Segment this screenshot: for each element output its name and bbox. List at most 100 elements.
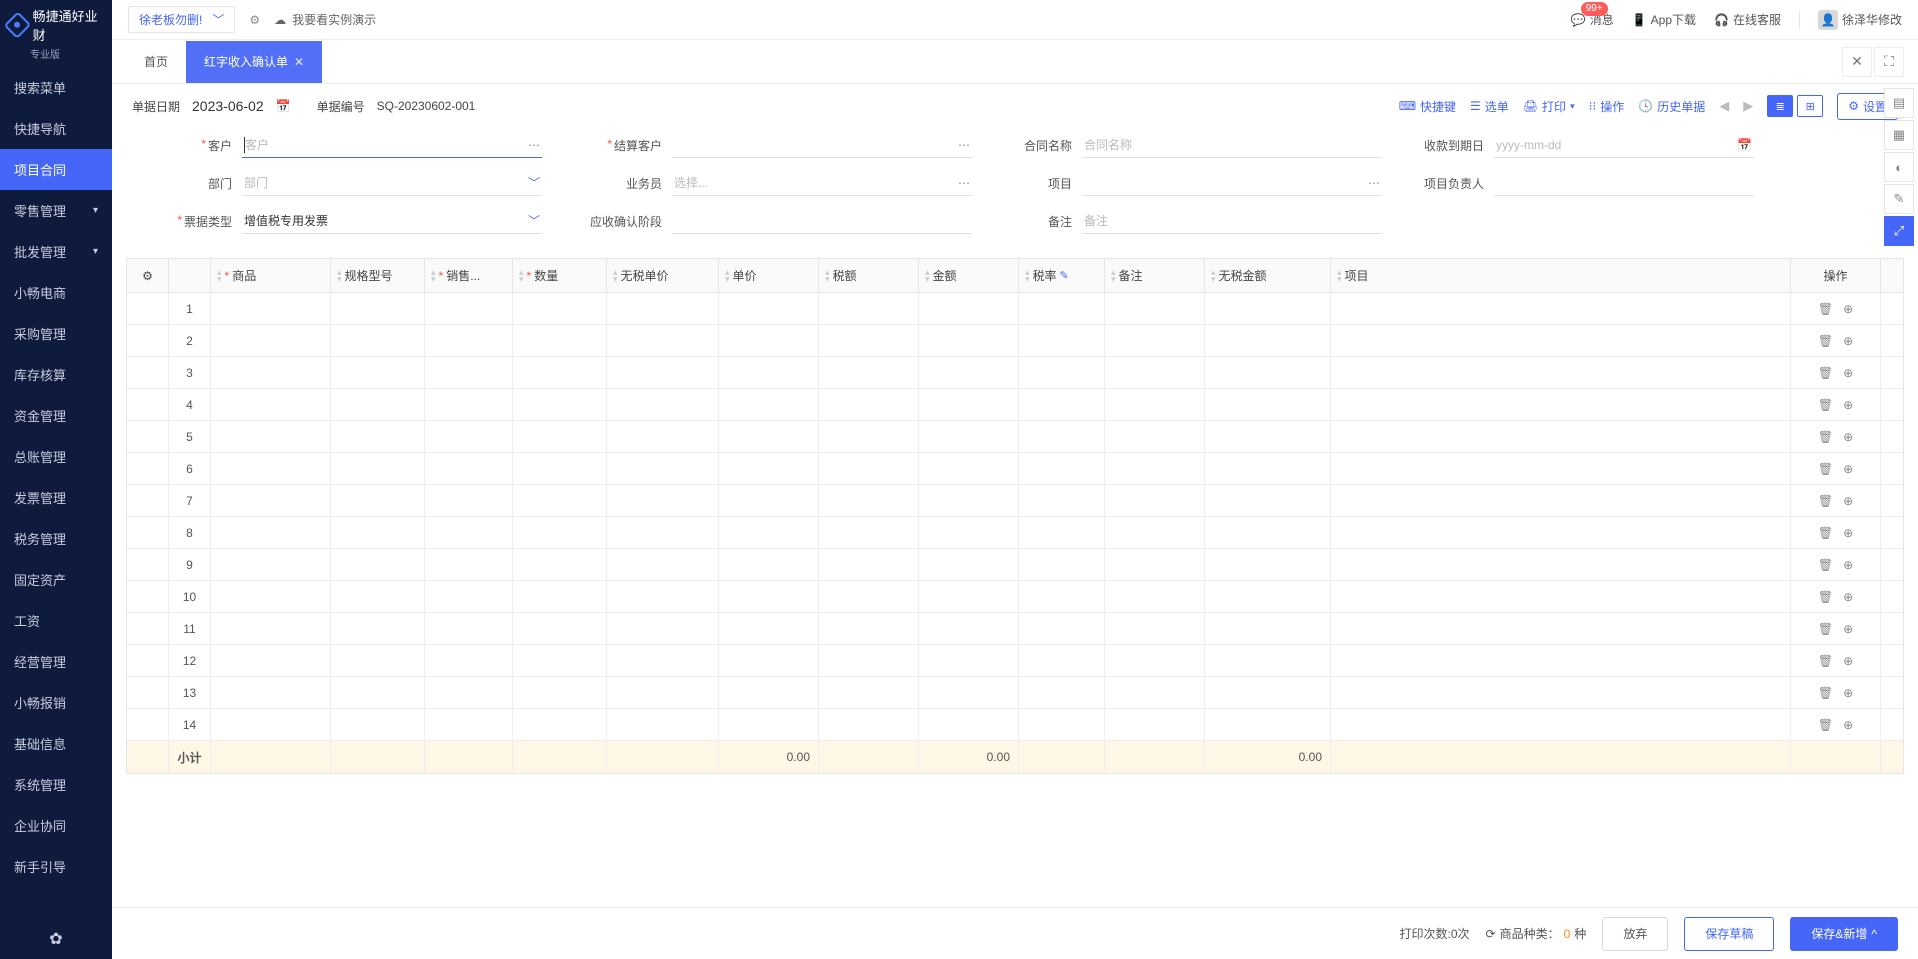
support[interactable]: 🎧 在线客服 — [1714, 11, 1781, 28]
cell[interactable] — [607, 389, 719, 420]
th[interactable]: ▴▾项目 — [1331, 259, 1791, 292]
cell[interactable] — [331, 485, 425, 516]
close-icon[interactable]: ✕ — [1842, 47, 1872, 77]
add-icon[interactable]: ⊕ — [1843, 430, 1853, 444]
cell[interactable] — [1331, 421, 1791, 452]
th[interactable]: ▴▾*商品 — [211, 259, 331, 292]
delete-icon[interactable]: 🗑 — [1818, 686, 1833, 700]
th[interactable]: ▴▾*销售... — [425, 259, 513, 292]
cell[interactable] — [919, 389, 1019, 420]
th[interactable]: ▴▾税额 — [819, 259, 919, 292]
view-card[interactable]: ⊞ — [1797, 95, 1823, 117]
nav-item[interactable]: 资金管理 — [0, 395, 112, 436]
cell[interactable] — [1019, 325, 1105, 356]
delete-icon[interactable]: 🗑 — [1818, 590, 1833, 604]
cell[interactable] — [513, 485, 607, 516]
cell[interactable] — [919, 421, 1019, 452]
add-icon[interactable]: ⊕ — [1843, 494, 1853, 508]
prev-arrow[interactable]: ◀ — [1719, 98, 1729, 114]
cell[interactable] — [211, 389, 331, 420]
cell[interactable] — [1205, 453, 1331, 484]
operate-button[interactable]: ⁝⁝操作 — [1589, 98, 1625, 115]
cell[interactable] — [513, 325, 607, 356]
cell[interactable] — [1105, 549, 1205, 580]
cell[interactable] — [425, 645, 513, 676]
add-icon[interactable]: ⊕ — [1843, 558, 1853, 572]
cell[interactable] — [211, 645, 331, 676]
project-input[interactable]: ⋯ — [1082, 170, 1382, 196]
cell[interactable] — [1205, 389, 1331, 420]
cell[interactable] — [211, 357, 331, 388]
expand-icon[interactable]: ⛶ — [1874, 47, 1904, 77]
cell[interactable] — [1105, 421, 1205, 452]
cell[interactable] — [607, 453, 719, 484]
delete-icon[interactable]: 🗑 — [1818, 718, 1833, 732]
nav-item[interactable]: 零售管理▾ — [0, 190, 112, 231]
chevron-down-icon[interactable]: ﹀ — [528, 174, 540, 191]
cell[interactable] — [919, 517, 1019, 548]
cell[interactable] — [1205, 677, 1331, 708]
th[interactable]: ▴▾单价 — [719, 259, 819, 292]
cell[interactable] — [919, 453, 1019, 484]
add-icon[interactable]: ⊕ — [1843, 718, 1853, 732]
nav-item[interactable]: 总账管理 — [0, 436, 112, 477]
cell[interactable] — [1331, 549, 1791, 580]
delete-icon[interactable]: 🗑 — [1818, 462, 1833, 476]
cell[interactable] — [1019, 581, 1105, 612]
th[interactable]: ▴▾规格型号 — [331, 259, 425, 292]
cell[interactable] — [719, 517, 819, 548]
cell[interactable] — [1105, 357, 1205, 388]
messages[interactable]: 💬 99+ 消息 — [1571, 11, 1614, 28]
cell[interactable] — [1205, 645, 1331, 676]
nav-item[interactable]: 基础信息 — [0, 723, 112, 764]
demo-link[interactable]: ☁ 我要看实例演示 — [274, 11, 376, 28]
calendar-icon[interactable]: 📅 — [276, 99, 291, 113]
cell[interactable] — [819, 421, 919, 452]
more-icon[interactable]: ⋯ — [958, 176, 970, 190]
cell[interactable] — [1105, 517, 1205, 548]
tab[interactable]: 首页 — [126, 41, 186, 83]
cell[interactable] — [331, 581, 425, 612]
cell[interactable] — [425, 293, 513, 324]
next-arrow[interactable]: ▶ — [1743, 98, 1753, 114]
customer-input[interactable]: 客户⋯ — [242, 132, 542, 158]
cell[interactable] — [1205, 485, 1331, 516]
delete-icon[interactable]: 🗑 — [1818, 398, 1833, 412]
stage-input[interactable] — [672, 208, 972, 234]
add-icon[interactable]: ⊕ — [1843, 462, 1853, 476]
edit-icon[interactable]: ✎ — [1060, 269, 1069, 282]
cell[interactable] — [919, 677, 1019, 708]
cell[interactable] — [607, 325, 719, 356]
add-icon[interactable]: ⊕ — [1843, 590, 1853, 604]
cell[interactable] — [819, 517, 919, 548]
close-icon[interactable]: ✕ — [294, 55, 304, 69]
cell[interactable] — [1019, 389, 1105, 420]
nav-item[interactable]: 小畅电商 — [0, 272, 112, 313]
nav-item[interactable]: 新手引导 — [0, 846, 112, 887]
rb-1[interactable]: ▤ — [1884, 88, 1914, 118]
nav-item[interactable]: 快捷导航 — [0, 108, 112, 149]
th[interactable]: ▴▾金额 — [919, 259, 1019, 292]
more-icon[interactable]: ⋯ — [958, 138, 970, 152]
cell[interactable] — [719, 325, 819, 356]
cell[interactable] — [211, 549, 331, 580]
cell[interactable] — [1019, 645, 1105, 676]
cell[interactable] — [211, 709, 331, 740]
cell[interactable] — [819, 453, 919, 484]
cell[interactable] — [1331, 389, 1791, 420]
cell[interactable] — [425, 485, 513, 516]
add-icon[interactable]: ⊕ — [1843, 302, 1853, 316]
cell[interactable] — [1105, 709, 1205, 740]
cell[interactable] — [1331, 453, 1791, 484]
save-button[interactable]: 保存&新增^ — [1790, 917, 1898, 951]
cell[interactable] — [819, 709, 919, 740]
cell[interactable] — [331, 709, 425, 740]
remark-input[interactable]: 备注 — [1082, 208, 1382, 234]
cell[interactable] — [331, 677, 425, 708]
cell[interactable] — [211, 325, 331, 356]
add-icon[interactable]: ⊕ — [1843, 366, 1853, 380]
cell[interactable] — [513, 613, 607, 644]
cell[interactable] — [513, 389, 607, 420]
cell[interactable] — [425, 581, 513, 612]
nav-settings-icon[interactable]: ✿ — [0, 919, 112, 959]
